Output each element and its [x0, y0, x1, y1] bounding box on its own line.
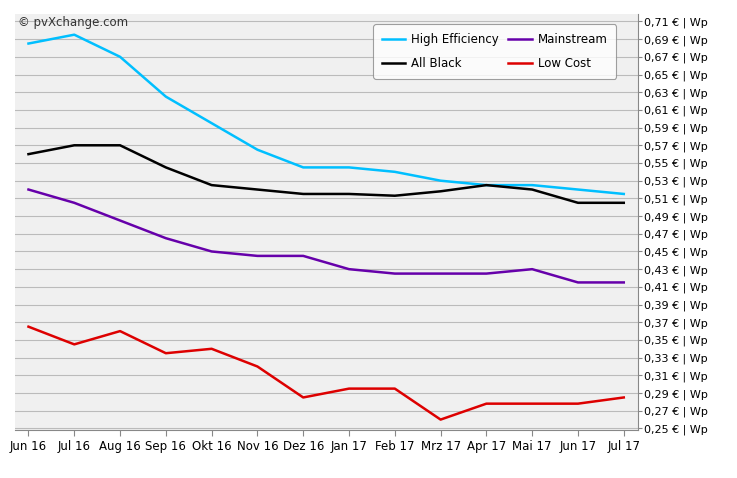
High Efficiency: [24, 41, 33, 46]
Mainstream: [253, 253, 262, 259]
High Efficiency: [436, 178, 445, 184]
All Black: [116, 142, 125, 148]
Line: All Black: All Black: [29, 145, 624, 203]
High Efficiency: [482, 182, 491, 188]
Low Cost: [528, 401, 537, 406]
Mainstream: [207, 249, 216, 254]
Mainstream: [482, 271, 491, 276]
High Efficiency: [161, 94, 170, 99]
Low Cost: [253, 364, 262, 369]
Mainstream: [116, 217, 125, 223]
Low Cost: [345, 386, 354, 391]
High Efficiency: [298, 164, 307, 170]
Mainstream: [70, 200, 79, 206]
Low Cost: [573, 401, 582, 406]
Line: High Efficiency: High Efficiency: [29, 35, 624, 194]
All Black: [573, 200, 582, 206]
Low Cost: [70, 341, 79, 347]
Mainstream: [345, 266, 354, 272]
Low Cost: [619, 395, 628, 401]
All Black: [391, 193, 399, 198]
Mainstream: [161, 235, 170, 241]
All Black: [482, 182, 491, 188]
Low Cost: [116, 328, 125, 334]
Low Cost: [436, 417, 445, 423]
Legend: High Efficiency, All Black, Mainstream, Low Cost: High Efficiency, All Black, Mainstream, …: [374, 24, 616, 79]
All Black: [161, 164, 170, 170]
Low Cost: [24, 324, 33, 329]
High Efficiency: [253, 147, 262, 152]
All Black: [619, 200, 628, 206]
All Black: [345, 191, 354, 197]
Mainstream: [24, 187, 33, 193]
Mainstream: [391, 271, 399, 276]
Mainstream: [528, 266, 537, 272]
High Efficiency: [70, 32, 79, 38]
Mainstream: [436, 271, 445, 276]
Text: © pvXchange.com: © pvXchange.com: [18, 16, 128, 30]
High Efficiency: [391, 169, 399, 174]
Low Cost: [161, 350, 170, 356]
All Black: [24, 151, 33, 157]
All Black: [207, 182, 216, 188]
High Efficiency: [116, 54, 125, 60]
All Black: [253, 187, 262, 193]
Low Cost: [391, 386, 399, 391]
High Efficiency: [207, 120, 216, 126]
All Black: [70, 142, 79, 148]
High Efficiency: [573, 187, 582, 193]
All Black: [298, 191, 307, 197]
Line: Low Cost: Low Cost: [29, 326, 624, 420]
Line: Mainstream: Mainstream: [29, 190, 624, 282]
Mainstream: [298, 253, 307, 259]
All Black: [528, 187, 537, 193]
High Efficiency: [345, 164, 354, 170]
Low Cost: [207, 346, 216, 352]
All Black: [436, 188, 445, 194]
Low Cost: [298, 395, 307, 401]
Low Cost: [482, 401, 491, 406]
Mainstream: [573, 280, 582, 285]
High Efficiency: [528, 182, 537, 188]
Mainstream: [619, 280, 628, 285]
High Efficiency: [619, 191, 628, 197]
